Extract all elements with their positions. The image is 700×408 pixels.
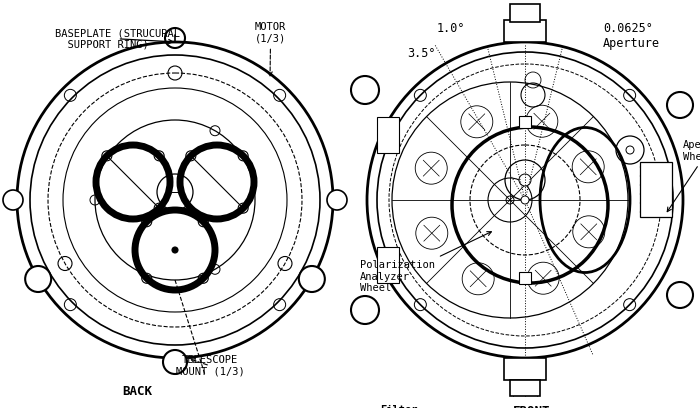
Circle shape bbox=[667, 92, 693, 118]
Circle shape bbox=[299, 266, 325, 292]
Bar bbox=[640, 162, 672, 217]
Circle shape bbox=[172, 247, 178, 253]
Circle shape bbox=[626, 146, 634, 154]
Circle shape bbox=[327, 190, 347, 210]
Circle shape bbox=[351, 296, 379, 324]
Circle shape bbox=[519, 174, 531, 186]
Bar bbox=[519, 272, 531, 284]
Text: MOTOR
(1/3): MOTOR (1/3) bbox=[255, 22, 286, 76]
Circle shape bbox=[163, 350, 187, 374]
Bar bbox=[504, 358, 546, 380]
Bar bbox=[377, 117, 399, 153]
Circle shape bbox=[521, 196, 529, 204]
Text: Aperture
Wheel: Aperture Wheel bbox=[667, 140, 700, 212]
Bar bbox=[510, 4, 540, 22]
Text: FRONT: FRONT bbox=[513, 405, 550, 408]
Text: BACK: BACK bbox=[122, 385, 152, 398]
Text: 0.0625°
Aperture: 0.0625° Aperture bbox=[603, 22, 660, 50]
Text: TELESCOPE
MOUNT (1/3): TELESCOPE MOUNT (1/3) bbox=[176, 355, 244, 377]
Text: BASEPLATE (STRUCURAL
  SUPPORT RING): BASEPLATE (STRUCURAL SUPPORT RING) bbox=[55, 28, 180, 50]
Bar bbox=[519, 116, 531, 128]
Circle shape bbox=[667, 282, 693, 308]
Circle shape bbox=[351, 76, 379, 104]
Text: 1.0°: 1.0° bbox=[437, 22, 466, 35]
Bar bbox=[377, 247, 399, 283]
Text: Polarization
Analyzer
Wheel: Polarization Analyzer Wheel bbox=[360, 232, 491, 293]
Circle shape bbox=[3, 190, 23, 210]
Text: 3.5°: 3.5° bbox=[407, 47, 435, 60]
Circle shape bbox=[25, 266, 51, 292]
Bar bbox=[504, 20, 546, 42]
Bar bbox=[510, 380, 540, 396]
Text: Filter
Wheel: Filter Wheel bbox=[380, 405, 417, 408]
